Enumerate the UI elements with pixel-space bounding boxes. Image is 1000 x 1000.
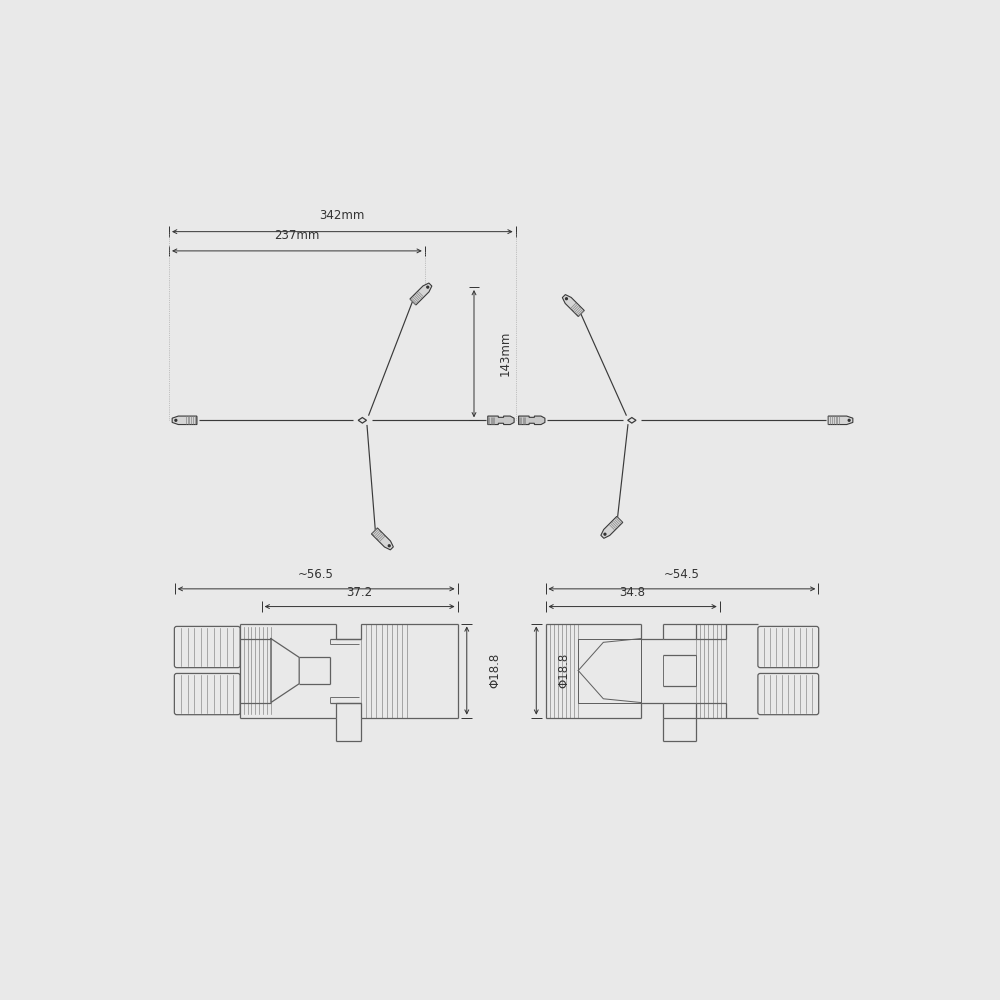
Polygon shape — [828, 416, 853, 425]
Text: ~56.5: ~56.5 — [298, 568, 334, 581]
Text: ~54.5: ~54.5 — [664, 568, 700, 581]
Circle shape — [566, 298, 567, 300]
Polygon shape — [562, 295, 584, 317]
Text: 34.8: 34.8 — [620, 586, 646, 599]
Text: 143mm: 143mm — [499, 331, 512, 376]
Text: Φ18.8: Φ18.8 — [488, 653, 501, 688]
Polygon shape — [172, 416, 197, 425]
Circle shape — [175, 419, 177, 421]
Polygon shape — [601, 516, 623, 538]
Polygon shape — [358, 418, 367, 423]
Text: Φ18.8: Φ18.8 — [558, 653, 571, 688]
Polygon shape — [628, 418, 636, 423]
Polygon shape — [410, 283, 432, 305]
Text: 37.2: 37.2 — [347, 586, 373, 599]
Circle shape — [848, 419, 850, 421]
Polygon shape — [519, 416, 545, 425]
Text: 342mm: 342mm — [320, 209, 365, 222]
Polygon shape — [371, 528, 393, 550]
Text: 237mm: 237mm — [274, 229, 320, 242]
Circle shape — [427, 286, 429, 288]
Circle shape — [388, 545, 390, 547]
Circle shape — [604, 533, 606, 535]
Polygon shape — [488, 416, 514, 425]
